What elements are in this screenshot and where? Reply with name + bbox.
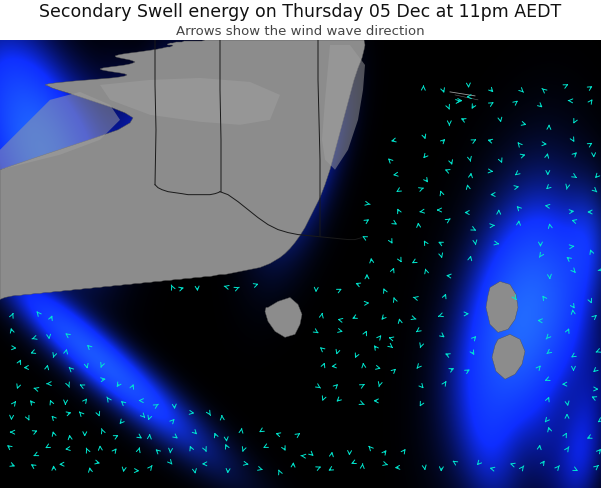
Polygon shape [0,40,365,300]
Polygon shape [492,334,525,379]
Polygon shape [100,78,280,125]
Text: Arrows show the wind wave direction: Arrows show the wind wave direction [176,25,425,38]
Polygon shape [322,45,365,170]
Polygon shape [486,282,518,332]
Polygon shape [0,92,120,170]
Polygon shape [265,297,302,337]
Text: Secondary Swell energy on Thursday 05 Dec at 11pm AEDT: Secondary Swell energy on Thursday 05 De… [40,3,561,21]
